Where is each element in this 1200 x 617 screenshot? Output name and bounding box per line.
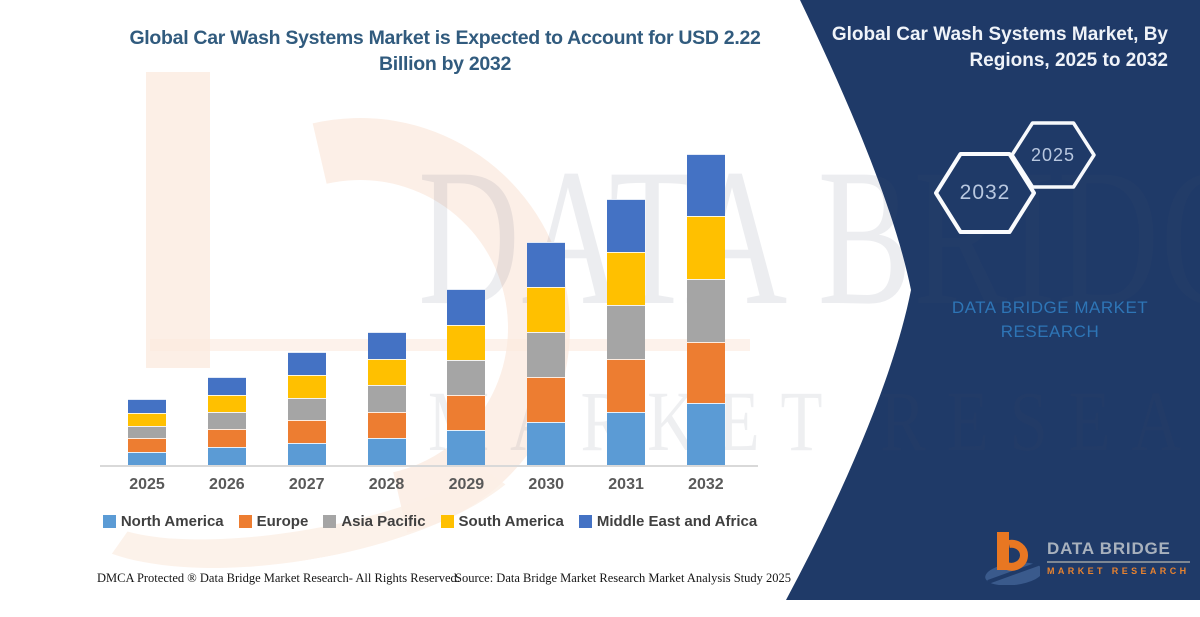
hexagon-2032-label: 2032 xyxy=(959,181,1011,204)
chart-plot-area xyxy=(100,140,758,467)
legend-item-north-america: North America xyxy=(102,513,224,530)
legend-swatch-north-america xyxy=(102,515,116,528)
legend-item-middle-east-and-africa: Middle East and Africa xyxy=(578,513,758,530)
side-panel-heading: Global Car Wash Systems Market, By Regio… xyxy=(831,24,1168,71)
x-axis-labels: 2025 2026 2027 2028 2029 2030 2031 2032 xyxy=(128,476,725,494)
legend-label-europe: Europe xyxy=(256,513,309,530)
bar-segment-south-america xyxy=(128,413,166,426)
x-axis-label-2026: 2026 xyxy=(209,476,245,493)
legend-swatch-south-america xyxy=(440,515,454,528)
bar-segment-middle-east-and-africa xyxy=(527,242,566,288)
legend-label-north-america: North America xyxy=(120,513,224,530)
bar-segment-north-america xyxy=(367,438,406,465)
bar-column-2030 xyxy=(527,242,566,465)
legend-item-south-america: South America xyxy=(440,513,564,530)
bar-segment-europe xyxy=(367,411,406,439)
bar-segment-europe xyxy=(128,438,166,453)
bar-segment-asia-pacific xyxy=(527,332,566,377)
x-axis-label-2030: 2030 xyxy=(528,476,565,493)
side-panel-brand-text: DATA BRIDGE MARKET RESEARCH xyxy=(951,298,1149,341)
bar-column-2032 xyxy=(686,154,725,465)
legend-label-south-america: South America xyxy=(458,513,564,530)
bar-segment-europe xyxy=(287,420,326,443)
bar-segment-north-america xyxy=(527,421,566,465)
bar-column-2027 xyxy=(287,351,326,465)
brand-b-watermark-stem xyxy=(146,72,210,368)
bar-segment-europe xyxy=(527,376,566,422)
bar-segment-north-america xyxy=(128,452,166,465)
bar-segment-asia-pacific xyxy=(128,425,166,439)
bars xyxy=(128,140,725,465)
bar-segment-south-america xyxy=(367,358,406,386)
x-axis-label-2025: 2025 xyxy=(129,476,165,493)
data-bridge-logo-icon xyxy=(985,532,1040,585)
legend-label-asia-pacific: Asia Pacific xyxy=(341,513,426,530)
x-axis-label-2032: 2032 xyxy=(688,476,724,493)
bar-column-2029 xyxy=(447,288,486,465)
bar-column-2028 xyxy=(367,332,406,465)
page-title: Global Car Wash Systems Market is Expect… xyxy=(129,27,761,75)
x-axis-label-2028: 2028 xyxy=(368,476,405,493)
legend-label-middle-east-and-africa: Middle East and Africa xyxy=(596,513,758,530)
legend-swatch-europe xyxy=(238,515,252,528)
logo-subtitle: MARKET RESEARCH xyxy=(1047,565,1190,576)
footer-copyright: DMCA Protected ® Data Bridge Market Rese… xyxy=(97,571,460,585)
legend-item-europe: Europe xyxy=(238,513,309,530)
x-axis-label-2031: 2031 xyxy=(608,476,644,493)
bar-segment-middle-east-and-africa xyxy=(367,332,406,359)
bar-segment-europe xyxy=(686,341,725,404)
hexagon-2025-label: 2025 xyxy=(1030,145,1076,165)
x-axis-label-2029: 2029 xyxy=(448,476,485,493)
bar-segment-asia-pacific xyxy=(447,360,486,395)
bar-column-2031 xyxy=(607,199,646,465)
bar-segment-south-america xyxy=(207,395,246,412)
bar-segment-middle-east-and-africa xyxy=(287,351,326,376)
bar-segment-south-america xyxy=(447,325,486,360)
bar-segment-middle-east-and-africa xyxy=(128,399,166,414)
bar-segment-north-america xyxy=(607,411,646,465)
bar-column-2025 xyxy=(128,399,166,465)
hexagons-graphic xyxy=(934,121,1096,234)
bar-segment-north-america xyxy=(686,403,725,465)
footer-source: Source: Data Bridge Market Research Mark… xyxy=(455,571,792,585)
bar-segment-middle-east-and-africa xyxy=(686,154,725,216)
bar-segment-middle-east-and-africa xyxy=(207,376,246,396)
data-bridge-logo: DATA BRIDGE MARKET RESEARCH xyxy=(984,529,1190,585)
bar-segment-asia-pacific xyxy=(607,305,646,359)
chart-legend: North America Europe Asia Pacific South Ame… xyxy=(100,513,760,530)
bar-segment-europe xyxy=(607,358,646,412)
bar-column-2026 xyxy=(207,376,246,465)
bar-segment-middle-east-and-africa xyxy=(447,288,486,325)
bar-segment-south-america xyxy=(527,287,566,333)
bar-segment-asia-pacific xyxy=(686,278,725,342)
bar-segment-middle-east-and-africa xyxy=(607,199,646,253)
bar-segment-asia-pacific xyxy=(367,385,406,412)
bar-segment-south-america xyxy=(686,215,725,279)
infographic-page: { "page": { "title": "Global Car Wash Sy… xyxy=(48,0,1200,617)
bar-segment-north-america xyxy=(287,442,326,465)
bar-segment-north-america xyxy=(207,446,246,465)
bar-segment-south-america xyxy=(287,375,326,398)
bar-segment-south-america xyxy=(607,252,646,306)
legend-swatch-asia-pacific xyxy=(323,515,337,528)
logo-text-block: DATA BRIDGE MARKET RESEARCH xyxy=(1047,539,1190,576)
legend-item-asia-pacific: Asia Pacific xyxy=(323,513,426,530)
bar-segment-europe xyxy=(207,428,246,447)
bar-segment-asia-pacific xyxy=(287,397,326,421)
bar-segment-europe xyxy=(447,395,486,430)
x-axis-label-2027: 2027 xyxy=(288,476,325,493)
logo-title: DATA BRIDGE xyxy=(1047,539,1190,563)
legend-swatch-middle-east-and-africa xyxy=(578,515,592,528)
bar-segment-north-america xyxy=(447,430,486,465)
bar-segment-asia-pacific xyxy=(207,411,246,429)
